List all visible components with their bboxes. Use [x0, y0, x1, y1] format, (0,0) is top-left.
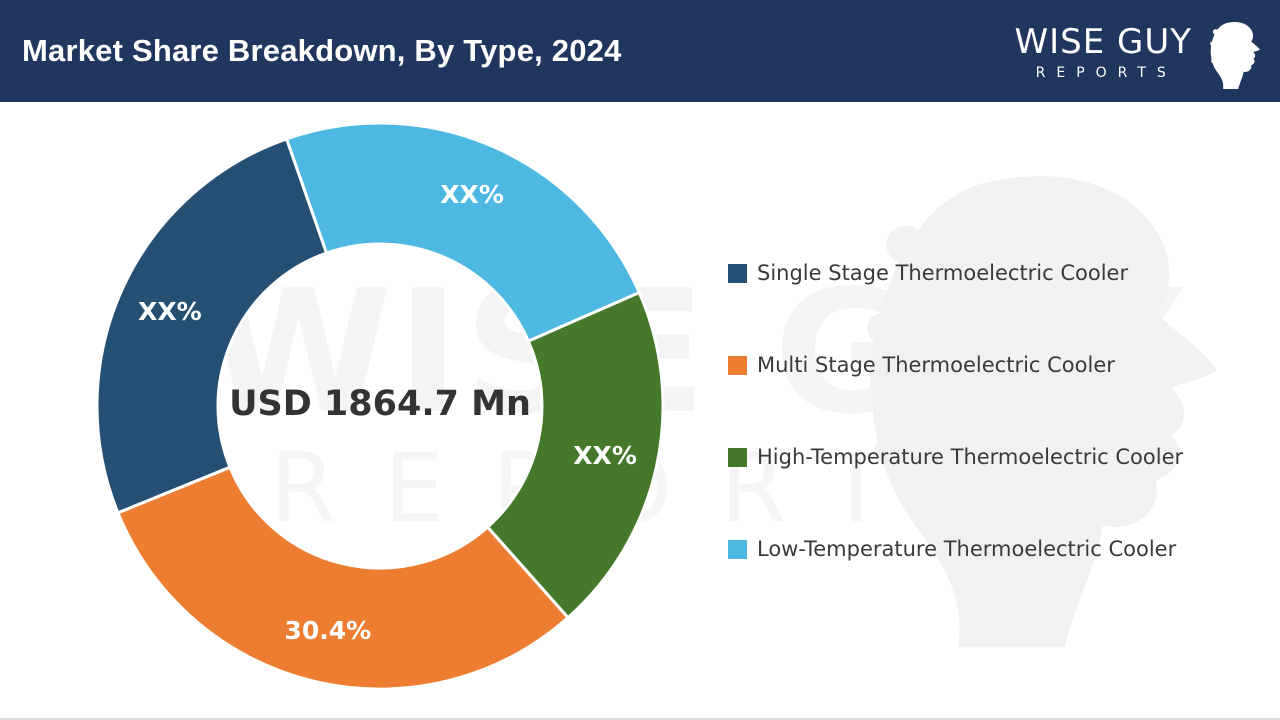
segment-percent-label: XX% [138, 297, 202, 326]
chart-legend: Single Stage Thermoelectric Cooler Multi… [728, 258, 1183, 626]
brand-logo: WISE GUY REPORTS [1012, 12, 1262, 96]
donut-segment [285, 121, 641, 343]
logo-reports-text: REPORTS [1035, 65, 1177, 81]
chart-center-value: USD 1864.7 Mn [229, 384, 531, 424]
legend-swatch [728, 539, 747, 559]
page-title: Market Share Breakdown, By Type, 2024 [22, 33, 622, 68]
legend-swatch [728, 447, 747, 467]
legend-item-multi-stage: Multi Stage Thermoelectric Cooler [728, 350, 1183, 380]
segment-percent-label: 30.4% [284, 616, 371, 645]
legend-label: Multi Stage Thermoelectric Cooler [757, 353, 1115, 377]
legend-swatch [728, 263, 747, 283]
segment-percent-label: XX% [440, 180, 504, 209]
segment-percent-label: XX% [573, 441, 637, 470]
legend-item-low-temperature: Low-Temperature Thermoelectric Cooler [728, 534, 1183, 564]
donut-chart: XX% XX% 30.4% XX% [95, 121, 665, 691]
donut-segment [116, 465, 570, 691]
legend-label: Low-Temperature Thermoelectric Cooler [757, 537, 1177, 561]
logo-wordmark: WISE GUY REPORTS [1014, 22, 1192, 81]
watermark-face-icon [867, 176, 1217, 648]
bottom-border-line [0, 718, 1280, 720]
header-bar: Market Share Breakdown, By Type, 2024 WI… [0, 0, 1280, 102]
donut-segment [486, 291, 665, 620]
logo-name-text: WISE GUY [1014, 22, 1192, 62]
legend-item-high-temperature: High-Temperature Thermoelectric Cooler [728, 442, 1183, 472]
legend-swatch [728, 355, 747, 375]
legend-label: High-Temperature Thermoelectric Cooler [757, 445, 1184, 469]
donut-segment [95, 137, 328, 515]
logo-face-icon [1210, 22, 1260, 90]
legend-item-single-stage: Single Stage Thermoelectric Cooler [728, 258, 1183, 288]
legend-label: Single Stage Thermoelectric Cooler [757, 261, 1129, 285]
